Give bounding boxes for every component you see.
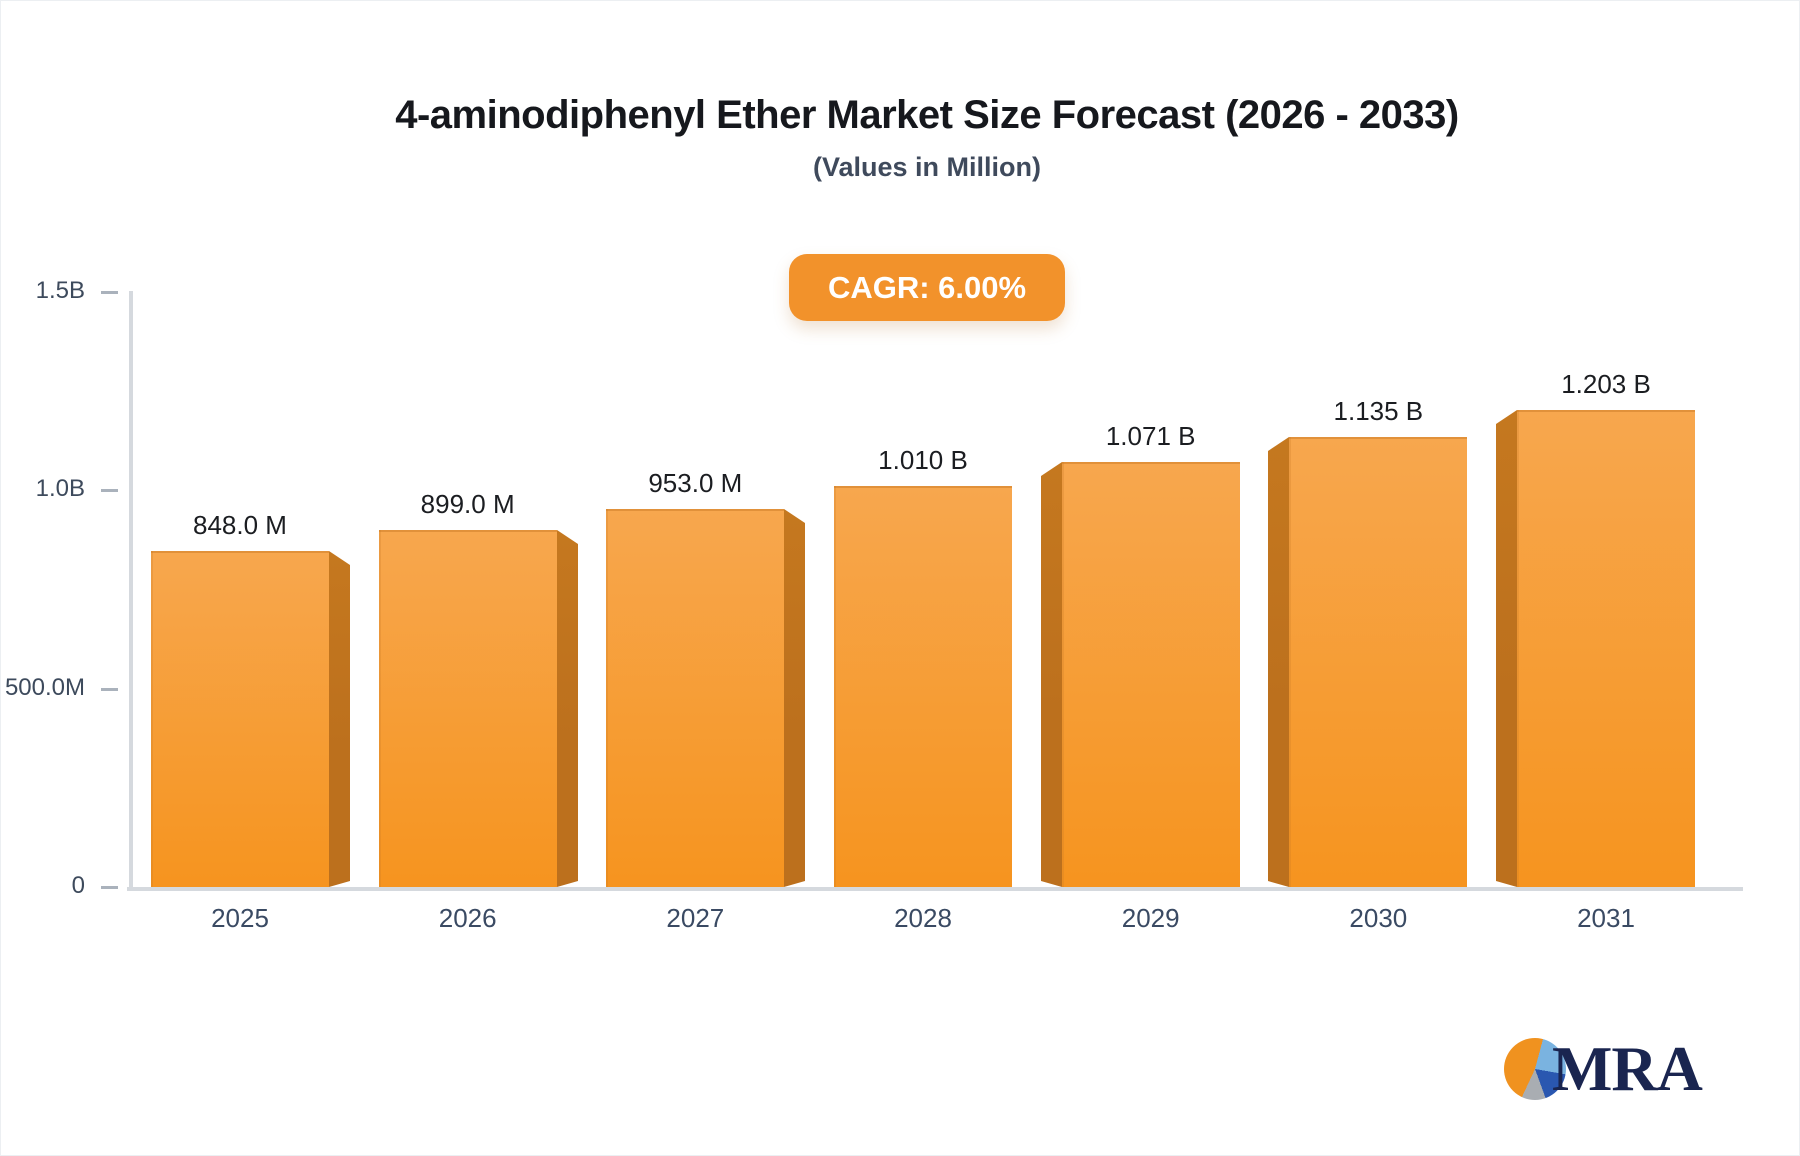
y-tick xyxy=(101,489,118,493)
bar-side-2030 xyxy=(1268,437,1289,887)
bar-value-label: 1.203 B xyxy=(1561,369,1651,399)
x-category-label: 2028 xyxy=(894,903,952,933)
bar-side-2027 xyxy=(784,509,805,887)
cagr-badge: CAGR: 6.00% xyxy=(789,254,1065,321)
bar-side-2029 xyxy=(1041,462,1062,887)
chart-title: 4-aminodiphenyl Ether Market Size Foreca… xyxy=(395,93,1459,137)
bar-2029[interactable] xyxy=(1062,462,1240,887)
y-axis-line xyxy=(129,291,133,889)
chart-header: 4-aminodiphenyl Ether Market Size Foreca… xyxy=(27,1,1800,183)
x-axis-line xyxy=(127,887,1743,891)
x-category-label: 2026 xyxy=(438,903,497,933)
bar-value-label: 1.135 B xyxy=(1333,396,1424,426)
bar-value-label: 1.010 B xyxy=(878,445,968,475)
y-tick-label: 1.0B xyxy=(35,475,85,503)
bar-value-label: 899.0 M xyxy=(420,489,515,519)
bar-2026[interactable] xyxy=(379,530,557,887)
bar-side-2025 xyxy=(329,551,350,887)
x-category-label: 2027 xyxy=(666,903,725,933)
bar-2031[interactable] xyxy=(1517,410,1695,887)
y-tick-label: 500.0M xyxy=(4,673,85,701)
bar-2028[interactable] xyxy=(834,486,1012,887)
pie-chart-icon xyxy=(1504,1038,1566,1100)
bar-2027[interactable] xyxy=(606,509,784,887)
chart-subtitle: (Values in Million) xyxy=(812,152,1042,182)
x-category-label: 2025 xyxy=(211,903,269,933)
y-tick xyxy=(101,687,118,691)
x-category-label: 2031 xyxy=(1577,903,1635,933)
bar-value-label: 848.0 M xyxy=(193,510,287,540)
y-tick xyxy=(101,886,118,889)
logo-text: MRA xyxy=(1552,1033,1703,1104)
bar-2030[interactable] xyxy=(1289,437,1467,887)
bar-side-2026 xyxy=(557,530,578,887)
bar-value-label: 953.0 M xyxy=(648,468,743,498)
y-tick-label: 0 xyxy=(71,872,85,899)
bar-side-2031 xyxy=(1496,410,1517,887)
bar-2025[interactable] xyxy=(151,551,329,887)
x-category-label: 2029 xyxy=(1121,903,1180,933)
x-category-label: 2030 xyxy=(1349,903,1408,933)
y-tick xyxy=(101,290,118,294)
bar-value-label: 1.071 B xyxy=(1105,421,1196,451)
brand-logo: MRA xyxy=(1504,1033,1703,1104)
y-tick-label: 1.5B xyxy=(35,276,85,304)
